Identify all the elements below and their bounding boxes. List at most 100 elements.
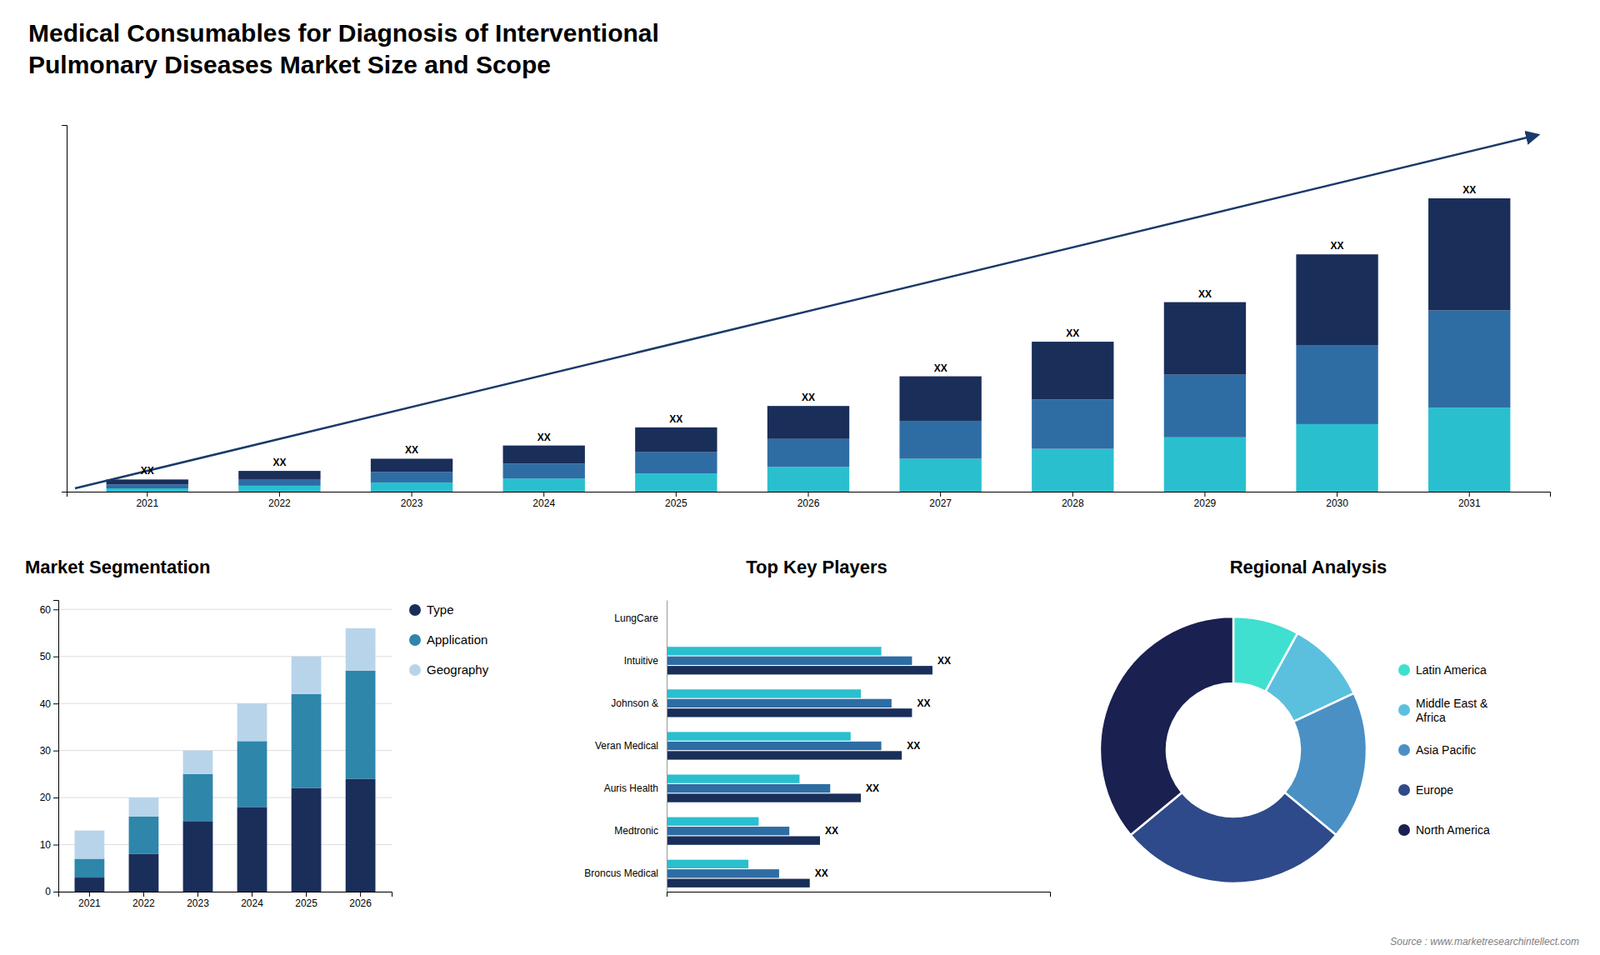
tick-mark: [53, 703, 59, 705]
tick-label: 2022: [268, 497, 291, 510]
tick-label: 2030: [1325, 497, 1349, 510]
bar: [666, 699, 892, 708]
slice: [1100, 616, 1234, 835]
axis: [667, 892, 1051, 898]
tick: 2026: [797, 491, 820, 510]
annotation: XX: [140, 465, 155, 477]
bar: [1428, 407, 1510, 492]
tick: 20: [40, 791, 59, 804]
grid-line: [58, 750, 392, 751]
plot-area: [666, 646, 933, 888]
bar: [666, 646, 882, 655]
tick-mark: [808, 491, 810, 497]
bar-series: [666, 665, 933, 888]
legend-label: Asia Pacific: [1415, 743, 1476, 757]
bar: [666, 774, 800, 783]
bar: [237, 703, 268, 741]
legend-label: Middle East &Africa: [1415, 696, 1489, 725]
bar: [129, 854, 160, 892]
tick-label: 2021: [78, 897, 101, 910]
legend-label: Europe: [1415, 783, 1454, 797]
tick: 0: [45, 885, 59, 898]
bar: [635, 473, 717, 492]
dashboard: Medical Consumables for Diagnosis of Int…: [0, 0, 1600, 955]
annotation: XX: [916, 697, 930, 710]
tick-mark: [89, 891, 90, 897]
annotation: XX: [865, 782, 880, 795]
tick-mark: [53, 656, 59, 658]
tick-mark: [1336, 491, 1338, 497]
bar: [370, 458, 453, 472]
legend-marker: [409, 604, 421, 616]
bar: [899, 458, 981, 492]
bar-series: [75, 779, 376, 892]
tick-label: 0: [45, 885, 51, 898]
tick-label: 40: [40, 698, 52, 710]
axis: 2021202220232024202520262027202820292030…: [67, 491, 1551, 510]
axis-line: [53, 600, 60, 893]
axis: [61, 125, 68, 493]
tick-label: 10: [40, 839, 52, 851]
bar-series: [106, 198, 1511, 485]
axis-line: [666, 600, 668, 893]
tick-label: Johnson &: [610, 697, 659, 710]
bar: [899, 376, 981, 421]
axis: LungCareIntuitiveJohnson &Veran MedicalA…: [584, 600, 667, 893]
bar: [666, 860, 749, 869]
axis: 0102030405060: [40, 600, 60, 899]
legend-item: Asia Pacific: [1398, 743, 1476, 757]
bar: [75, 877, 105, 892]
bar: [666, 835, 820, 845]
annotation: XX: [405, 444, 419, 456]
bar: [1164, 302, 1246, 375]
bar: [75, 830, 105, 860]
legend-item: Type: [409, 602, 455, 617]
bar: [503, 478, 585, 492]
bar: [183, 750, 214, 775]
tick-mark: [1204, 491, 1205, 497]
legend-item: Middle East &Africa: [1398, 696, 1489, 725]
bar-series: [75, 670, 376, 878]
tick: Auris Health: [604, 782, 667, 795]
bar: [106, 479, 189, 485]
bar: [666, 750, 902, 760]
annotation: XX: [1330, 240, 1345, 252]
bar: [767, 405, 850, 440]
tick-mark: [305, 891, 307, 897]
bar: [666, 879, 810, 888]
legend: Latin AmericaMiddle East &AfricaAsia Pac…: [1398, 663, 1490, 837]
bar: [1164, 375, 1246, 438]
bar: [129, 797, 160, 817]
bar: [237, 806, 268, 892]
tick: 2022: [268, 491, 291, 510]
bar: [666, 665, 933, 675]
annotation: XX: [1462, 184, 1476, 196]
legend-marker: [1398, 704, 1410, 716]
bar: [1428, 198, 1510, 310]
plot-area: [1100, 616, 1367, 884]
tick: 2021: [78, 891, 101, 910]
bar: [345, 670, 376, 780]
legend-label: Application: [426, 632, 488, 647]
tick-label: 2028: [1061, 497, 1085, 510]
tick: Broncus Medical: [584, 867, 667, 880]
bar: [345, 628, 376, 671]
bar: [345, 779, 376, 892]
bar: [666, 784, 830, 793]
tick-mark: [197, 891, 199, 897]
bar: [666, 817, 759, 826]
legend-marker: [1398, 744, 1410, 756]
bar: [183, 820, 214, 892]
legend-marker: [1398, 664, 1410, 676]
axis: 202120222023202420252026: [59, 891, 393, 910]
tick: 10: [40, 839, 59, 851]
tick: 2028: [1061, 491, 1085, 510]
bar: [106, 484, 189, 489]
legend-item: Application: [409, 632, 488, 647]
tick-label: Broncus Medical: [584, 867, 659, 880]
tick-label: 30: [40, 745, 52, 757]
axis-line: [667, 892, 1051, 898]
tick-mark: [360, 891, 361, 897]
legend-item: Europe: [1398, 783, 1454, 797]
grid-line: [58, 844, 392, 845]
